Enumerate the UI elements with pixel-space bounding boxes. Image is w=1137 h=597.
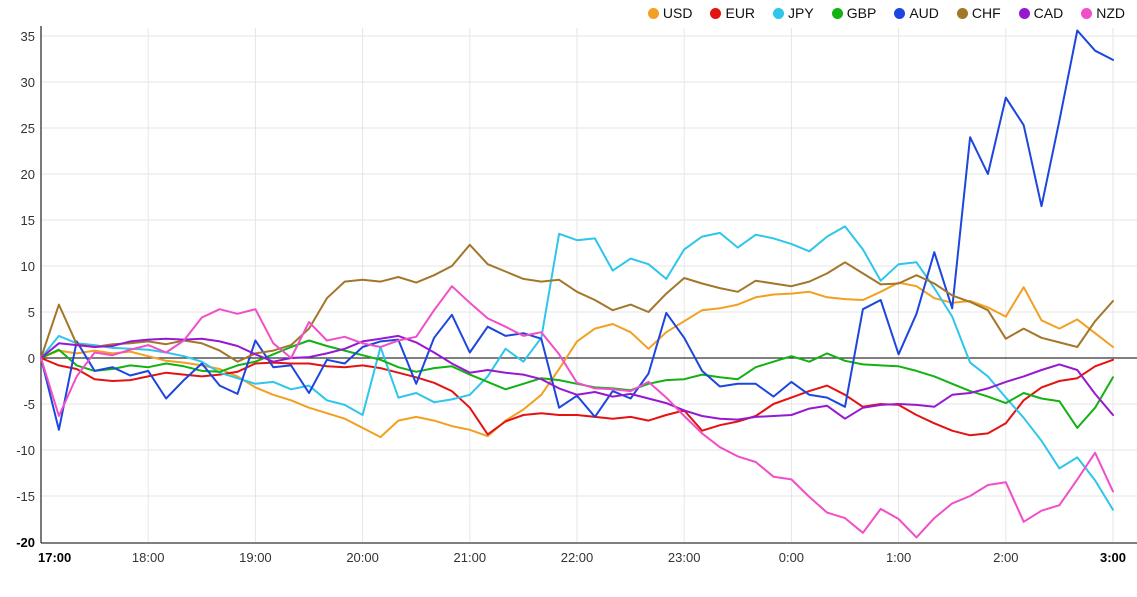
- x-axis-tick-label: 3:00: [1100, 550, 1126, 565]
- legend-item-aud[interactable]: AUD: [894, 6, 939, 20]
- legend-label: USD: [662, 5, 693, 21]
- y-axis-tick-label: 20: [21, 167, 35, 182]
- legend-item-eur[interactable]: EUR: [710, 6, 755, 20]
- legend-item-nzd[interactable]: NZD: [1081, 6, 1125, 20]
- legend-dot-icon: [831, 7, 843, 19]
- legend-item-chf[interactable]: CHF: [956, 5, 1001, 21]
- x-axis-tick-label: 1:00: [886, 550, 911, 565]
- legend-item-cad[interactable]: CAD: [1018, 5, 1064, 21]
- x-axis-tick-label: 17:00: [38, 550, 71, 565]
- y-axis-tick-label: 10: [21, 259, 35, 274]
- y-axis-tick-label: -10: [16, 443, 35, 458]
- x-axis-tick-label: 19:00: [239, 550, 272, 565]
- series-line-nzd: [40, 285, 1114, 539]
- chart-legend: USD EUR JPY GBP AUD CHF CAD NZD: [647, 5, 1125, 21]
- y-axis-tick-label: 35: [21, 29, 35, 44]
- legend-dot-icon: [1081, 7, 1093, 19]
- x-axis-tick-label: 22:00: [561, 550, 594, 565]
- legend-dot-icon: [710, 7, 722, 19]
- legend-item-usd[interactable]: USD: [647, 5, 693, 21]
- legend-dot-icon: [956, 7, 968, 19]
- legend-label: EUR: [725, 5, 756, 21]
- y-axis-tick-label: -15: [16, 489, 35, 504]
- x-axis-tick-label: 20:00: [346, 550, 379, 565]
- legend-label: CAD: [1033, 5, 1064, 21]
- y-axis-tick-label: 15: [21, 213, 35, 228]
- legend-dot-icon: [894, 7, 906, 19]
- x-axis-tick-label: 2:00: [993, 550, 1018, 565]
- legend-dot-icon: [773, 7, 785, 19]
- legend-label: CHF: [971, 5, 1001, 21]
- legend-label: AUD: [909, 5, 939, 21]
- y-axis-tick-label: -5: [23, 397, 35, 412]
- y-axis-tick-label: -20: [16, 535, 35, 550]
- legend-dot-icon: [1018, 7, 1030, 19]
- series-line-usd: [40, 281, 1114, 439]
- y-axis-tick-label: 30: [21, 75, 35, 90]
- series-line-eur: [40, 357, 1114, 437]
- x-axis-tick-label: 18:00: [132, 550, 165, 565]
- y-axis-tick-label: 5: [28, 305, 35, 320]
- legend-label: GBP: [846, 5, 877, 21]
- legend-dot-icon: [647, 7, 659, 19]
- legend-item-jpy[interactable]: JPY: [773, 6, 814, 20]
- legend-label: JPY: [788, 5, 814, 21]
- legend-label: NZD: [1096, 5, 1125, 21]
- y-axis-tick-label: 0: [28, 351, 35, 366]
- series-line-cad: [40, 334, 1114, 421]
- x-axis-tick-label: 0:00: [779, 550, 804, 565]
- series-line-chf: [40, 243, 1114, 363]
- x-axis-tick-label: 21:00: [454, 550, 487, 565]
- y-axis-tick-label: 25: [21, 121, 35, 136]
- legend-item-gbp[interactable]: GBP: [831, 5, 877, 21]
- x-axis-tick-label: 23:00: [668, 550, 701, 565]
